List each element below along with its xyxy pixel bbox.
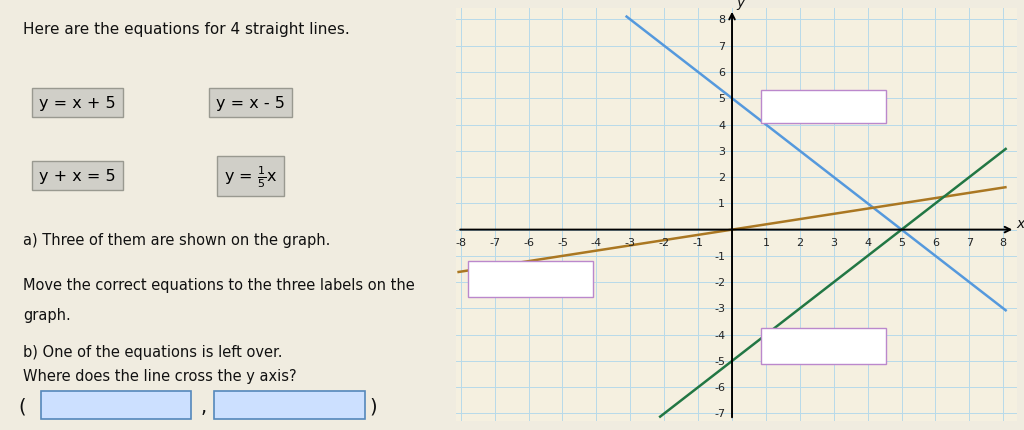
Text: 5: 5 bbox=[898, 237, 905, 247]
Text: y = x + 5: y = x + 5 bbox=[39, 96, 116, 111]
Bar bbox=[761, 329, 887, 364]
Text: Here are the equations for 4 straight lines.: Here are the equations for 4 straight li… bbox=[23, 22, 349, 37]
Text: -4: -4 bbox=[591, 237, 602, 247]
Text: -8: -8 bbox=[456, 237, 466, 247]
Text: -7: -7 bbox=[489, 237, 501, 247]
Text: 2: 2 bbox=[797, 237, 804, 247]
Text: a) Three of them are shown on the graph.: a) Three of them are shown on the graph. bbox=[23, 232, 330, 247]
Text: -2: -2 bbox=[658, 237, 670, 247]
Text: -6: -6 bbox=[714, 382, 725, 392]
Text: x: x bbox=[1016, 217, 1024, 230]
Text: -2: -2 bbox=[714, 277, 725, 288]
Text: ): ) bbox=[369, 397, 377, 416]
Text: -6: -6 bbox=[523, 237, 535, 247]
Text: 6: 6 bbox=[718, 68, 725, 78]
Text: -3: -3 bbox=[625, 237, 636, 247]
Text: 8: 8 bbox=[999, 237, 1007, 247]
Text: Where does the line cross the y axis?: Where does the line cross the y axis? bbox=[23, 368, 296, 383]
Text: y + x = 5: y + x = 5 bbox=[39, 169, 116, 184]
Bar bbox=[468, 261, 593, 297]
Text: -7: -7 bbox=[714, 408, 725, 418]
Text: 1: 1 bbox=[718, 199, 725, 209]
Bar bbox=[41, 391, 191, 419]
Text: y: y bbox=[736, 0, 744, 10]
Text: -1: -1 bbox=[714, 251, 725, 261]
Bar bbox=[761, 91, 887, 124]
Text: b) One of the equations is left over.: b) One of the equations is left over. bbox=[23, 344, 283, 359]
Text: -5: -5 bbox=[557, 237, 568, 247]
Text: (: ( bbox=[18, 397, 26, 416]
Text: 2: 2 bbox=[718, 173, 725, 183]
Text: y = $\frac{1}{5}$x: y = $\frac{1}{5}$x bbox=[224, 163, 278, 189]
Text: 6: 6 bbox=[932, 237, 939, 247]
Text: 3: 3 bbox=[718, 147, 725, 157]
Text: Move the correct equations to the three labels on the: Move the correct equations to the three … bbox=[23, 277, 415, 292]
Text: 5: 5 bbox=[718, 94, 725, 104]
Text: 8: 8 bbox=[718, 15, 725, 25]
Text: graph.: graph. bbox=[23, 307, 71, 322]
Text: -1: -1 bbox=[692, 237, 703, 247]
Text: 3: 3 bbox=[830, 237, 838, 247]
Text: -3: -3 bbox=[714, 304, 725, 314]
Bar bbox=[214, 391, 365, 419]
Text: 4: 4 bbox=[864, 237, 871, 247]
Text: 7: 7 bbox=[966, 237, 973, 247]
Text: ,: , bbox=[201, 397, 207, 416]
Text: 4: 4 bbox=[718, 120, 725, 130]
Text: 7: 7 bbox=[718, 42, 725, 52]
Text: y = x - 5: y = x - 5 bbox=[216, 96, 285, 111]
Text: -5: -5 bbox=[714, 356, 725, 366]
Text: -4: -4 bbox=[714, 330, 725, 340]
Text: 1: 1 bbox=[763, 237, 769, 247]
